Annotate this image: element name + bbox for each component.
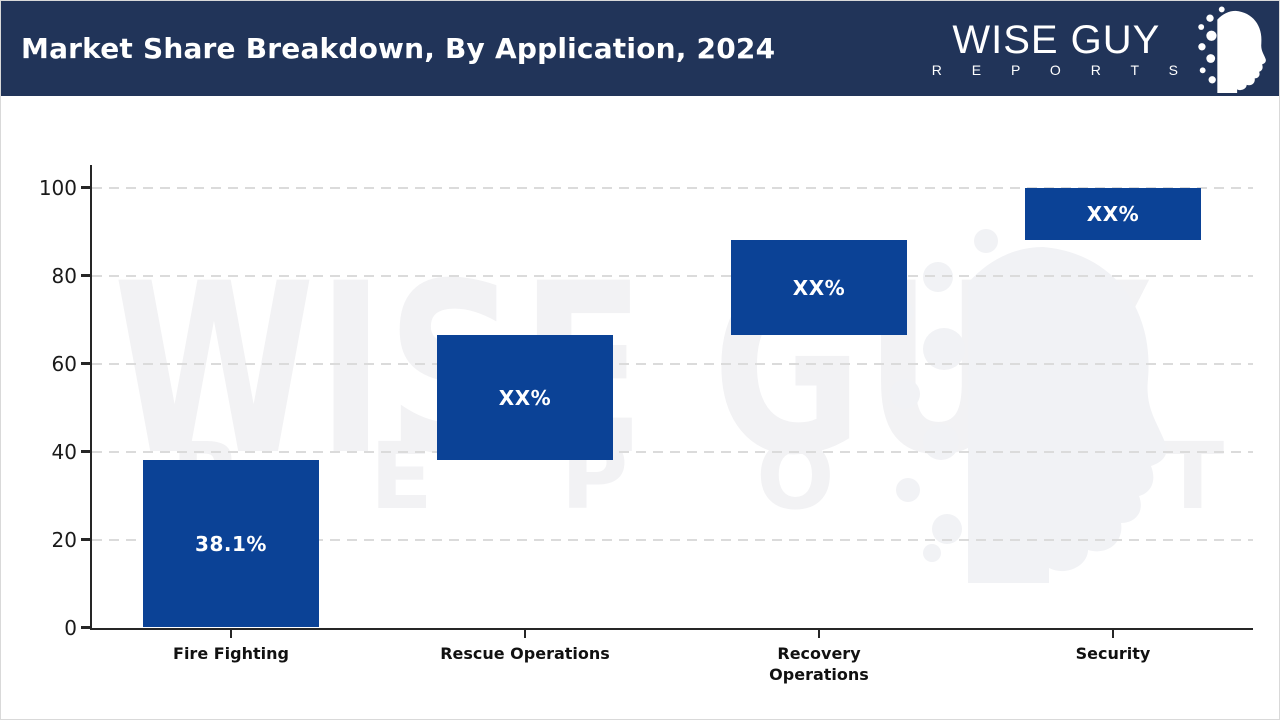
y-tick-mark (81, 274, 90, 277)
brand-name: WISE GUY (952, 18, 1161, 62)
brand-head-icon (1198, 5, 1266, 93)
bar-value-label: XX% (498, 385, 552, 410)
gridline-y40 (92, 450, 1253, 453)
y-tick-mark (81, 186, 90, 189)
brand-subname: R E P O R T S (931, 62, 1191, 78)
y-tick-mark (81, 538, 90, 541)
x-tick-mark (1111, 630, 1115, 638)
x-tick-label-1: Fire Fighting (173, 644, 289, 663)
x-tick-label-2: Rescue Operations (440, 644, 610, 663)
y-tick-label: 40 (51, 439, 77, 464)
bar-value-label: 38.1% (195, 531, 267, 556)
header-bar: Market Share Breakdown, By Application, … (1, 1, 1279, 96)
x-tick-mark (229, 630, 233, 638)
y-tick-mark (81, 362, 90, 365)
brand-logo-text: WISE GUY R E P O R T S (922, 20, 1191, 77)
gridline-y80 (92, 274, 1253, 277)
y-tick-label: 100 (38, 175, 77, 200)
bar-value-label: XX% (792, 275, 846, 300)
y-tick-label: 60 (51, 351, 77, 376)
gridline-y100 (92, 186, 1253, 189)
x-axis-line (89, 627, 1253, 630)
bar-recovery-operations: XX% (731, 240, 907, 336)
y-tick-mark (81, 450, 90, 453)
x-tick-label-3: Recovery Operations (769, 644, 869, 684)
bar-security: XX% (1025, 187, 1201, 241)
gridline-y60 (92, 362, 1253, 365)
bar-value-label: XX% (1086, 201, 1140, 226)
page-title: Market Share Breakdown, By Application, … (21, 32, 776, 65)
gridline-y20 (92, 538, 1253, 541)
y-tick-mark (81, 626, 90, 629)
watermark-head-logo (890, 229, 1167, 583)
x-tick-mark (817, 630, 821, 638)
x-tick-mark (523, 630, 527, 638)
y-tick-label: 80 (51, 263, 77, 288)
y-tick-label: 0 (64, 615, 77, 640)
x-tick-label-4: Security (1075, 644, 1151, 663)
bar-rescue-operations: XX% (437, 335, 613, 460)
brand-logo: WISE GUY R E P O R T S (922, 5, 1279, 93)
y-axis-line (89, 165, 92, 630)
bar-fire-fighting: 38.1% (143, 459, 319, 628)
y-tick-label: 20 (51, 527, 77, 552)
